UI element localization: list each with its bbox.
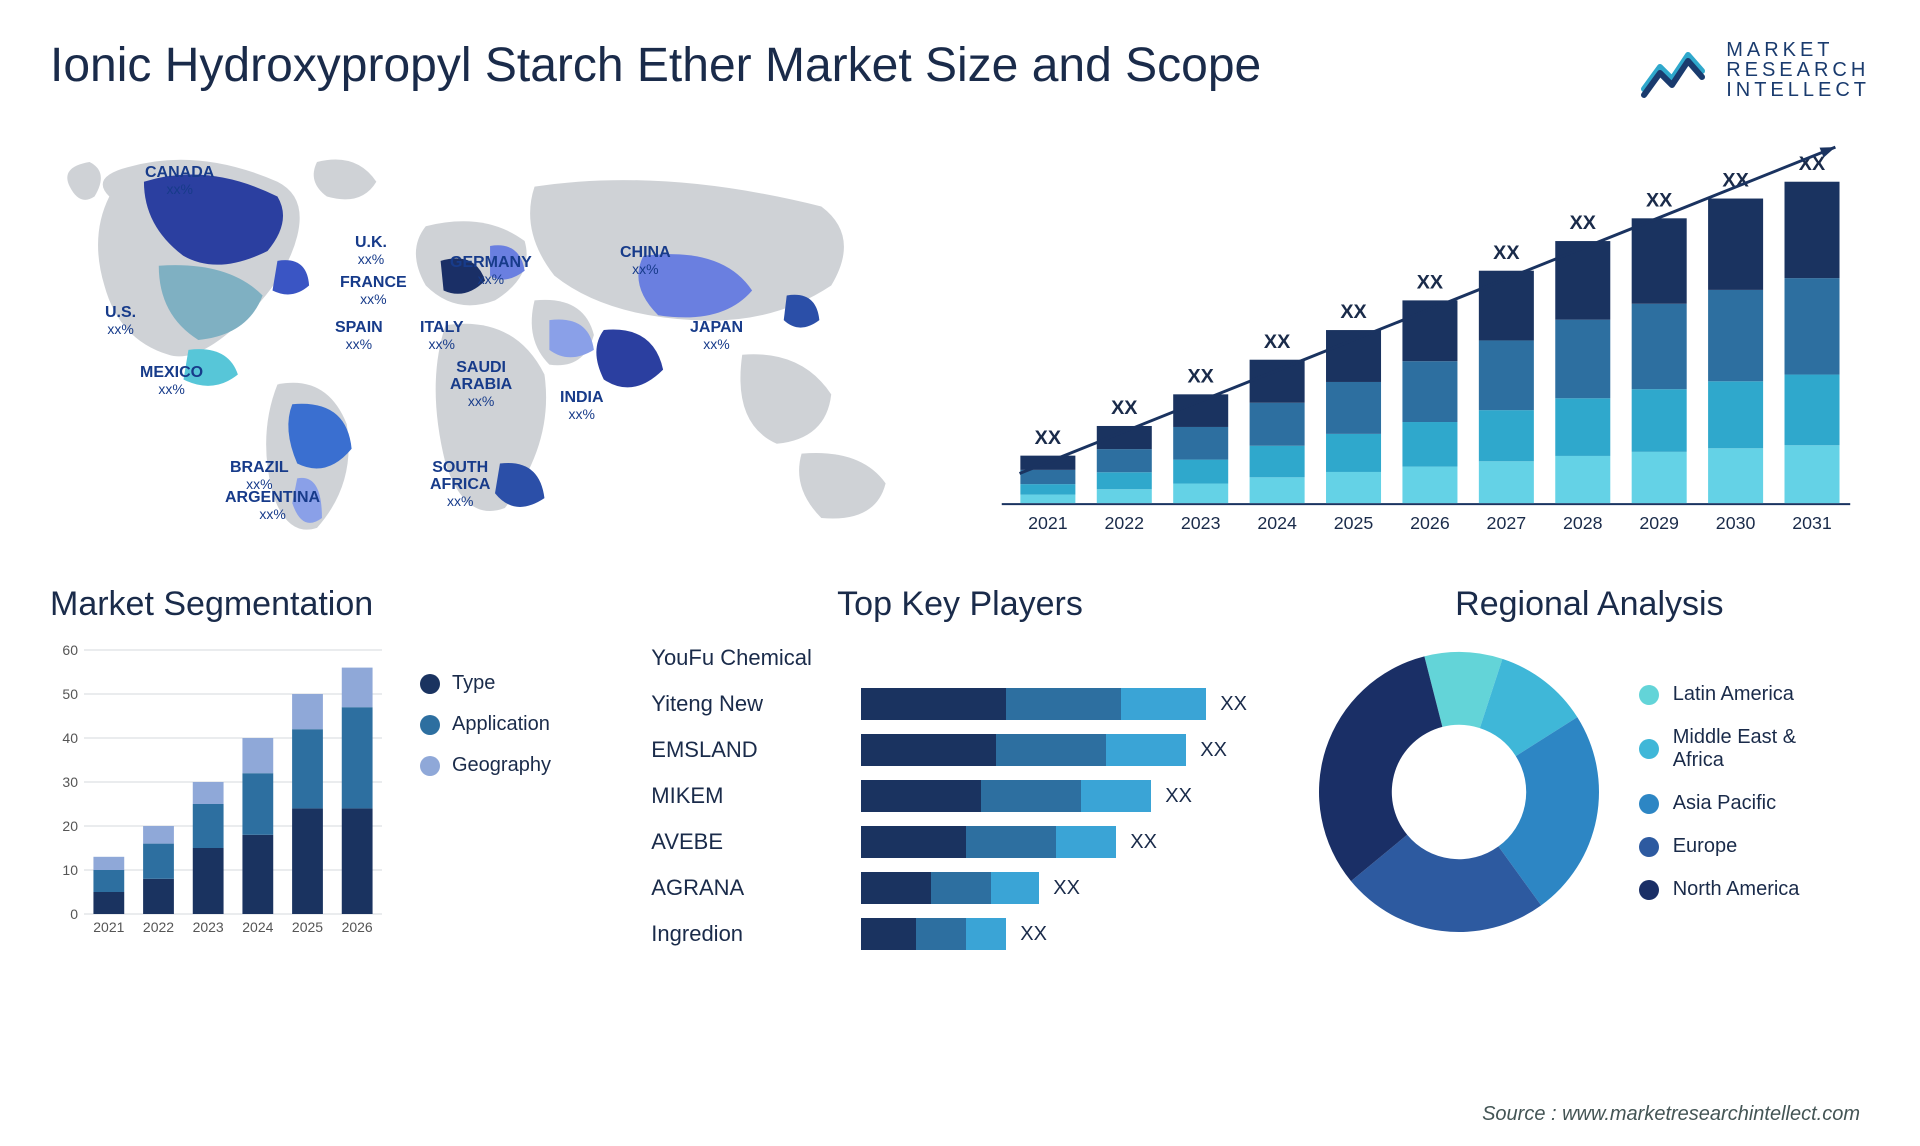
country-label: ITALYxx% [420,320,464,354]
country-label: SOUTHAFRICAxx% [430,460,490,510]
svg-text:2026: 2026 [342,919,373,935]
key-player-name: EMSLAND [651,734,841,766]
country-label: U.S.xx% [105,305,136,339]
key-player-row: XX [861,688,1268,720]
svg-text:60: 60 [62,642,78,658]
svg-text:2024: 2024 [1257,513,1297,533]
region-legend-item: North America [1639,878,1800,901]
key-player-name: Yiteng New [651,688,841,720]
segmentation-chart: 0 10 20 30 40 50 60 2021 2022 2023 2024 2025 2026 [50,642,390,942]
country-label: GERMANYxx% [450,255,532,289]
segmentation-title: Market Segmentation [50,585,611,624]
page-title: Ionic Hydroxypropyl Starch Ether Market … [50,40,1261,93]
country-label: ARGENTINAxx% [225,490,320,524]
country-label: CANADAxx% [145,165,214,199]
key-player-name: YouFu Chemical [651,642,841,674]
region-legend-item: Latin America [1639,683,1800,706]
logo-icon [1640,41,1712,99]
legend-item: Application [420,713,551,736]
legend-item: Geography [420,754,551,777]
key-player-row: XX [861,780,1268,812]
country-label: SAUDIARABIAxx% [450,360,512,410]
country-label: INDIAxx% [560,390,604,424]
key-players-title: Top Key Players [651,585,1268,624]
country-label: MEXICOxx% [140,365,203,399]
svg-text:2021: 2021 [1028,513,1068,533]
svg-text:2028: 2028 [1563,513,1603,533]
svg-text:2023: 2023 [1181,513,1221,533]
country-label: JAPANxx% [690,320,743,354]
svg-text:50: 50 [62,686,78,702]
svg-text:10: 10 [62,862,78,878]
country-label: U.K.xx% [355,235,387,269]
brand-logo: MARKET RESEARCH INTELLECT [1640,40,1870,100]
country-label: SPAINxx% [335,320,383,354]
svg-text:2029: 2029 [1639,513,1679,533]
svg-text:XX: XX [1111,397,1138,419]
svg-text:XX: XX [1493,242,1520,264]
region-legend-item: Middle East &Africa [1639,726,1800,772]
svg-text:XX: XX [1570,212,1597,234]
svg-text:40: 40 [62,730,78,746]
logo-line2: RESEARCH [1726,60,1870,80]
svg-text:XX: XX [1646,189,1673,211]
key-players-bars: XX XX XX XX XX XX [861,642,1268,950]
svg-text:XX: XX [1188,365,1215,387]
regional-panel: Regional Analysis Latin America Middle Ea… [1309,585,1870,1015]
key-player-name: MIKEM [651,780,841,812]
svg-text:XX: XX [1417,272,1444,294]
svg-text:20: 20 [62,818,78,834]
key-player-name: AVEBE [651,826,841,858]
svg-text:2027: 2027 [1487,513,1527,533]
svg-text:2024: 2024 [242,919,273,935]
world-map-panel: CANADAxx%U.S.xx%MEXICOxx%BRAZILxx%ARGENT… [50,125,940,545]
logo-line3: INTELLECT [1726,80,1870,100]
svg-text:XX: XX [1035,427,1062,449]
regional-donut [1309,642,1609,942]
segmentation-panel: Market Segmentation 0 10 20 30 40 50 60 2021 202… [50,585,611,1015]
svg-text:2030: 2030 [1716,513,1756,533]
svg-text:2025: 2025 [1334,513,1374,533]
key-players-panel: Top Key Players YouFu Chemical Yiteng New… [651,585,1268,1015]
legend-item: Type [420,672,551,695]
growth-chart-panel: XX 2021 XX 2022 XX 2023 XX 2024 XX 2025 XX 2026 XX 20… [980,125,1870,545]
key-player-row [861,642,1268,674]
key-players-labels: YouFu Chemical Yiteng New EMSLAND MIKEM AVEB… [651,642,841,950]
svg-text:2023: 2023 [193,919,224,935]
svg-text:2021: 2021 [93,919,124,935]
region-legend-item: Asia Pacific [1639,792,1800,815]
svg-text:2031: 2031 [1792,513,1832,533]
key-player-name: AGRANA [651,872,841,904]
regional-title: Regional Analysis [1309,585,1870,624]
svg-text:0: 0 [70,906,78,922]
country-label: CHINAxx% [620,245,671,279]
svg-text:XX: XX [1264,331,1291,353]
key-player-row: XX [861,734,1268,766]
key-player-row: XX [861,872,1268,904]
logo-line1: MARKET [1726,40,1870,60]
key-player-row: XX [861,918,1268,950]
svg-text:2025: 2025 [292,919,323,935]
svg-text:XX: XX [1340,301,1367,323]
svg-text:2022: 2022 [143,919,174,935]
region-legend-item: Europe [1639,835,1800,858]
key-player-name: Ingredion [651,918,841,950]
segmentation-legend: Type Application Geography [420,672,551,777]
source-credit: Source : www.marketresearchintellect.com [1482,1103,1860,1126]
regional-legend: Latin America Middle East &Africa Asia Pac… [1639,683,1800,901]
country-label: FRANCExx% [340,275,407,309]
svg-text:2022: 2022 [1105,513,1145,533]
svg-text:2026: 2026 [1410,513,1450,533]
growth-chart: XX 2021 XX 2022 XX 2023 XX 2024 XX 2025 XX 2026 XX 20… [980,125,1870,545]
key-player-row: XX [861,826,1268,858]
svg-text:30: 30 [62,774,78,790]
